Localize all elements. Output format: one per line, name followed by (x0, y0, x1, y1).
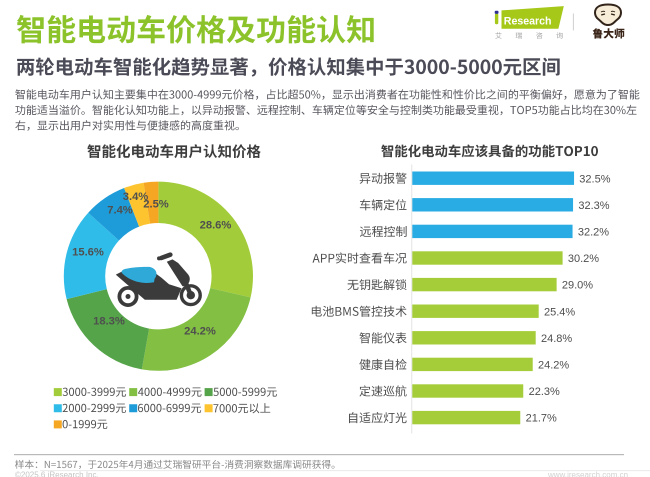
svg-text:24.2%: 24.2% (184, 325, 216, 337)
svg-text:24.8%: 24.8% (541, 333, 572, 345)
svg-text:©2025.6 iResearch Inc.: ©2025.6 iResearch Inc. (15, 471, 99, 477)
svg-text:29.0%: 29.0% (562, 280, 593, 292)
svg-text:28.6%: 28.6% (200, 219, 232, 231)
svg-text:24.2%: 24.2% (538, 360, 569, 372)
svg-text:2.5%: 2.5% (143, 198, 169, 210)
svg-text:21.7%: 21.7% (526, 413, 557, 425)
svg-text:30.2%: 30.2% (568, 253, 599, 265)
svg-text:32.3%: 32.3% (578, 200, 609, 212)
svg-text:32.2%: 32.2% (578, 227, 609, 239)
svg-text:25.4%: 25.4% (544, 306, 575, 318)
svg-text:3.4%: 3.4% (123, 191, 149, 203)
svg-text:www.iresearch.com.cn: www.iresearch.com.cn (547, 471, 628, 477)
svg-text:32.5%: 32.5% (579, 173, 610, 185)
svg-text:Research: Research (504, 15, 552, 27)
svg-text:22.3%: 22.3% (529, 386, 560, 398)
svg-text:18.3%: 18.3% (93, 315, 125, 327)
svg-text:7.4%: 7.4% (107, 204, 133, 216)
svg-text:15.6%: 15.6% (72, 246, 104, 258)
